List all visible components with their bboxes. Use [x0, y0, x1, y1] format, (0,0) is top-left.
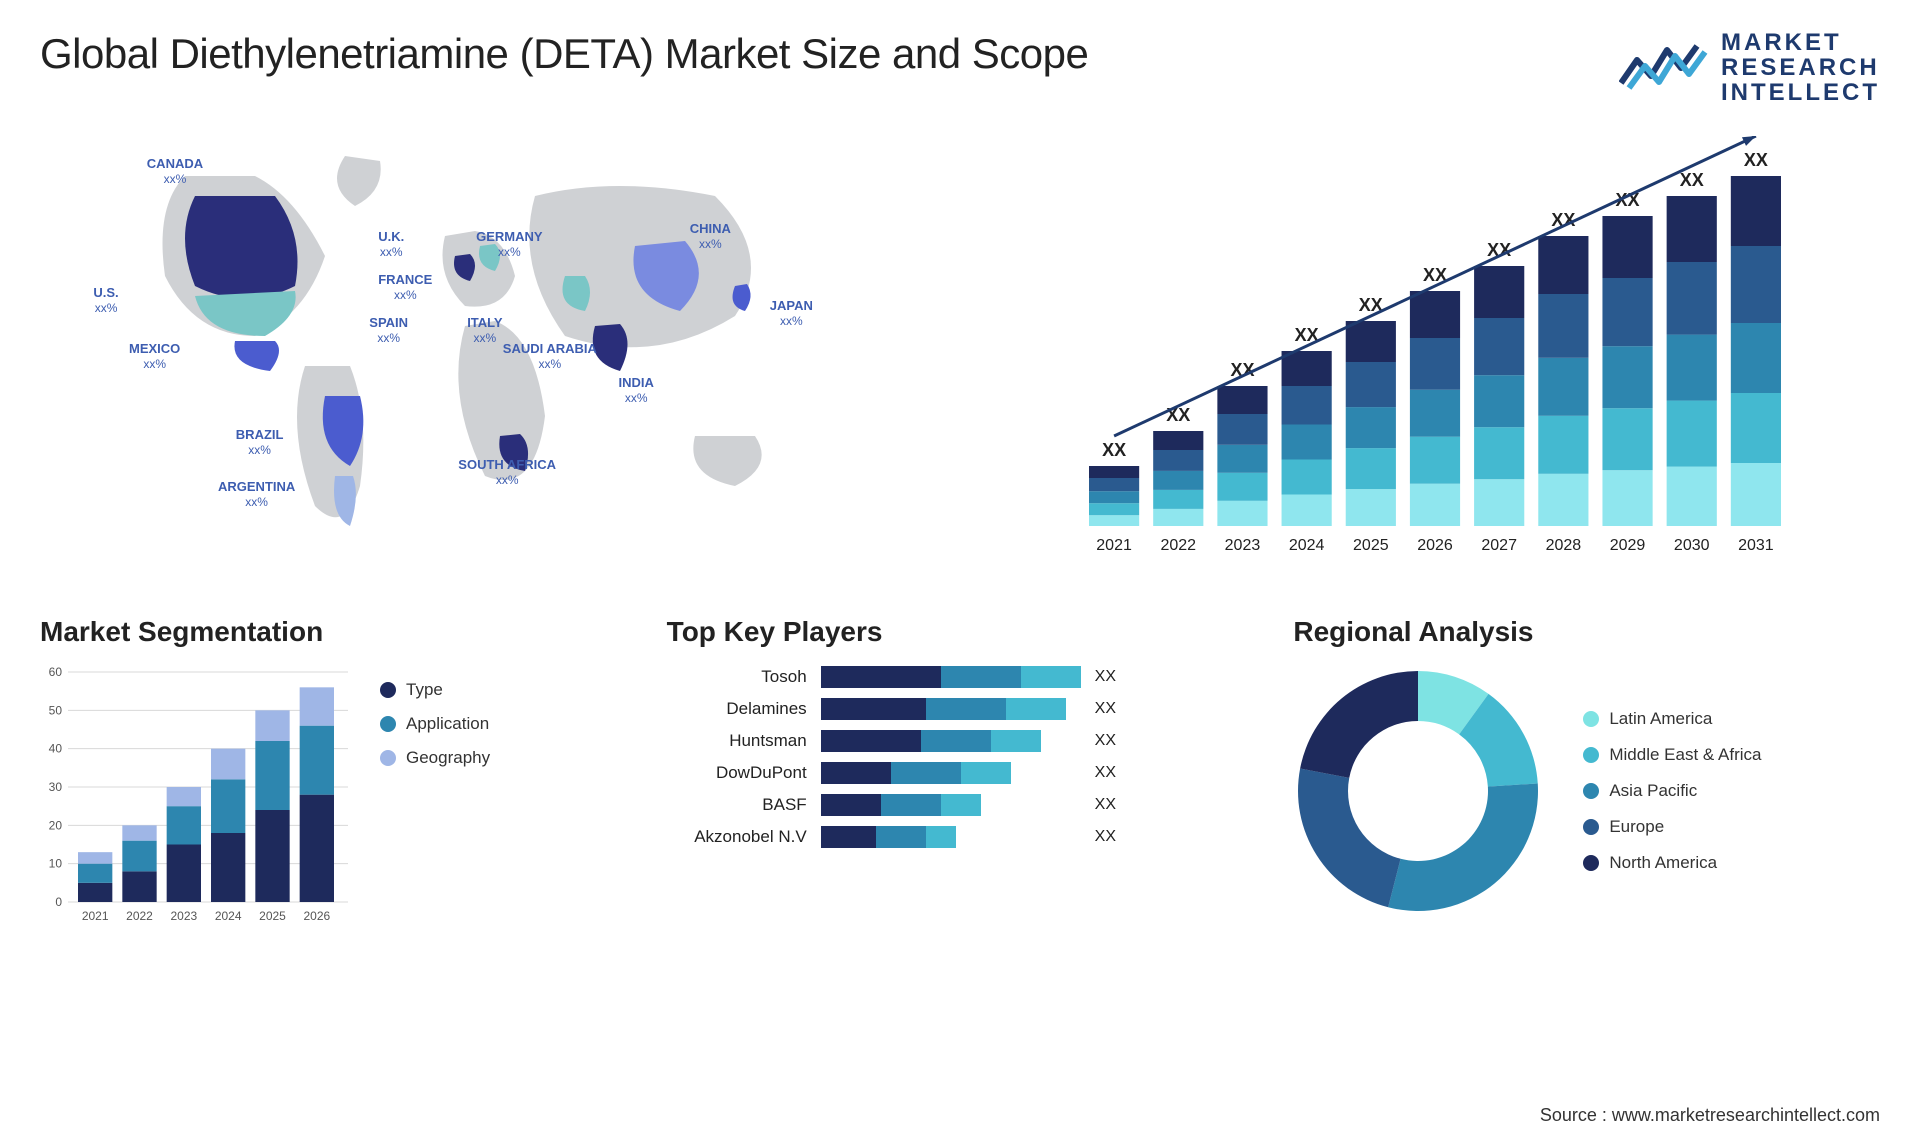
- svg-text:2025: 2025: [259, 909, 286, 923]
- segmentation-panel: Market Segmentation 0 10 20 30 40 50 60 2021 202…: [40, 616, 627, 926]
- player-value: XX: [1095, 700, 1116, 718]
- svg-text:2022: 2022: [126, 909, 153, 923]
- svg-text:0: 0: [55, 895, 62, 909]
- svg-text:2021: 2021: [1096, 537, 1132, 554]
- map-callout: CHINAxx%: [690, 222, 731, 252]
- svg-text:2024: 2024: [1289, 537, 1325, 554]
- map-callout: INDIAxx%: [619, 376, 654, 406]
- brand-logo: MARKET RESEARCH INTELLECT: [1619, 30, 1880, 106]
- regional-legend-item: Asia Pacific: [1583, 781, 1761, 801]
- players-list: TosohXXDelaminesXXHuntsmanXXDowDuPontXXB…: [667, 666, 1254, 848]
- player-name: Huntsman: [667, 731, 807, 751]
- map-callout: U.K.xx%: [378, 230, 404, 260]
- segmentation-title: Market Segmentation: [40, 616, 627, 648]
- regional-legend: Latin America Middle East & Africa Asia Pa…: [1583, 709, 1761, 873]
- map-callout: SAUDI ARABIAxx%: [503, 342, 597, 372]
- svg-text:2022: 2022: [1160, 537, 1196, 554]
- player-value: XX: [1095, 828, 1116, 846]
- map-callout: SOUTH AFRICAxx%: [458, 458, 556, 488]
- svg-text:2026: 2026: [1417, 537, 1453, 554]
- logo-word-3: INTELLECT: [1721, 80, 1880, 105]
- players-title: Top Key Players: [667, 616, 1254, 648]
- segmentation-legend-item: Type: [380, 680, 490, 700]
- regional-legend-item: Europe: [1583, 817, 1761, 837]
- svg-text:2031: 2031: [1738, 537, 1774, 554]
- growth-bar-chart: XX2021XX2022XX2023XX2024XX2025XX2026XX20…: [990, 136, 1880, 566]
- player-bar: [821, 730, 1081, 752]
- map-callout: CANADAxx%: [147, 157, 203, 187]
- svg-text:2025: 2025: [1353, 537, 1389, 554]
- player-row: BASF XX: [667, 794, 1254, 816]
- svg-text:2023: 2023: [1225, 537, 1261, 554]
- svg-text:2023: 2023: [170, 909, 197, 923]
- map-callout: ITALYxx%: [467, 316, 502, 346]
- player-row: DowDuPont XX: [667, 762, 1254, 784]
- svg-text:2021: 2021: [82, 909, 109, 923]
- segmentation-legend-item: Geography: [380, 748, 490, 768]
- player-row: Delamines XX: [667, 698, 1254, 720]
- svg-text:2030: 2030: [1674, 537, 1710, 554]
- map-callout: MEXICOxx%: [129, 342, 180, 372]
- svg-text:XX: XX: [1102, 440, 1126, 460]
- regional-donut: [1293, 666, 1543, 916]
- player-name: Delamines: [667, 699, 807, 719]
- player-row: Huntsman XX: [667, 730, 1254, 752]
- regional-legend-item: Latin America: [1583, 709, 1761, 729]
- segmentation-legend: Type Application Geography: [380, 680, 490, 768]
- svg-text:2028: 2028: [1546, 537, 1582, 554]
- svg-text:10: 10: [49, 856, 63, 870]
- player-bar: [821, 826, 1081, 848]
- page-title: Global Diethylenetriamine (DETA) Market …: [40, 30, 1088, 78]
- player-name: Akzonobel N.V: [667, 827, 807, 847]
- map-callout: FRANCExx%: [378, 273, 432, 303]
- player-name: DowDuPont: [667, 763, 807, 783]
- player-bar: [821, 794, 1081, 816]
- player-bar: [821, 666, 1081, 688]
- map-callout: U.S.xx%: [93, 286, 118, 316]
- svg-text:2027: 2027: [1481, 537, 1517, 554]
- map-callout: BRAZILxx%: [236, 428, 284, 458]
- regional-legend-item: Middle East & Africa: [1583, 745, 1761, 765]
- regional-legend-item: North America: [1583, 853, 1761, 873]
- logo-word-2: RESEARCH: [1721, 55, 1880, 80]
- world-map: CANADAxx% U.S.xx% MEXICOxx% BRAZILxx% ARGENT…: [40, 136, 930, 566]
- svg-text:20: 20: [49, 818, 63, 832]
- svg-text:50: 50: [49, 703, 63, 717]
- player-name: Tosoh: [667, 667, 807, 687]
- svg-text:40: 40: [49, 741, 63, 755]
- logo-mark-icon: [1619, 38, 1709, 98]
- map-callout: SPAINxx%: [369, 316, 408, 346]
- map-callout: JAPANxx%: [770, 299, 813, 329]
- player-value: XX: [1095, 796, 1116, 814]
- svg-text:60: 60: [49, 666, 63, 679]
- svg-text:XX: XX: [1680, 170, 1704, 190]
- player-bar: [821, 762, 1081, 784]
- svg-text:30: 30: [49, 780, 63, 794]
- regional-title: Regional Analysis: [1293, 616, 1880, 648]
- player-value: XX: [1095, 668, 1116, 686]
- player-name: BASF: [667, 795, 807, 815]
- map-callout: GERMANYxx%: [476, 230, 542, 260]
- svg-text:XX: XX: [1166, 405, 1190, 425]
- player-bar: [821, 698, 1081, 720]
- player-row: Tosoh XX: [667, 666, 1254, 688]
- players-panel: Top Key Players TosohXXDelaminesXXHuntsm…: [667, 616, 1254, 926]
- player-value: XX: [1095, 732, 1116, 750]
- map-callout: ARGENTINAxx%: [218, 480, 295, 510]
- svg-text:2026: 2026: [303, 909, 330, 923]
- segmentation-legend-item: Application: [380, 714, 490, 734]
- logo-word-1: MARKET: [1721, 30, 1880, 55]
- player-value: XX: [1095, 764, 1116, 782]
- svg-text:XX: XX: [1744, 150, 1768, 170]
- footer-source: Source : www.marketresearchintellect.com: [1540, 1105, 1880, 1126]
- svg-text:2024: 2024: [215, 909, 242, 923]
- player-row: Akzonobel N.V XX: [667, 826, 1254, 848]
- segmentation-chart: 0 10 20 30 40 50 60 2021 2022 2023 2024 2025 2026: [40, 666, 350, 926]
- regional-panel: Regional Analysis Latin America Middle Ea…: [1293, 616, 1880, 926]
- svg-text:2029: 2029: [1610, 537, 1646, 554]
